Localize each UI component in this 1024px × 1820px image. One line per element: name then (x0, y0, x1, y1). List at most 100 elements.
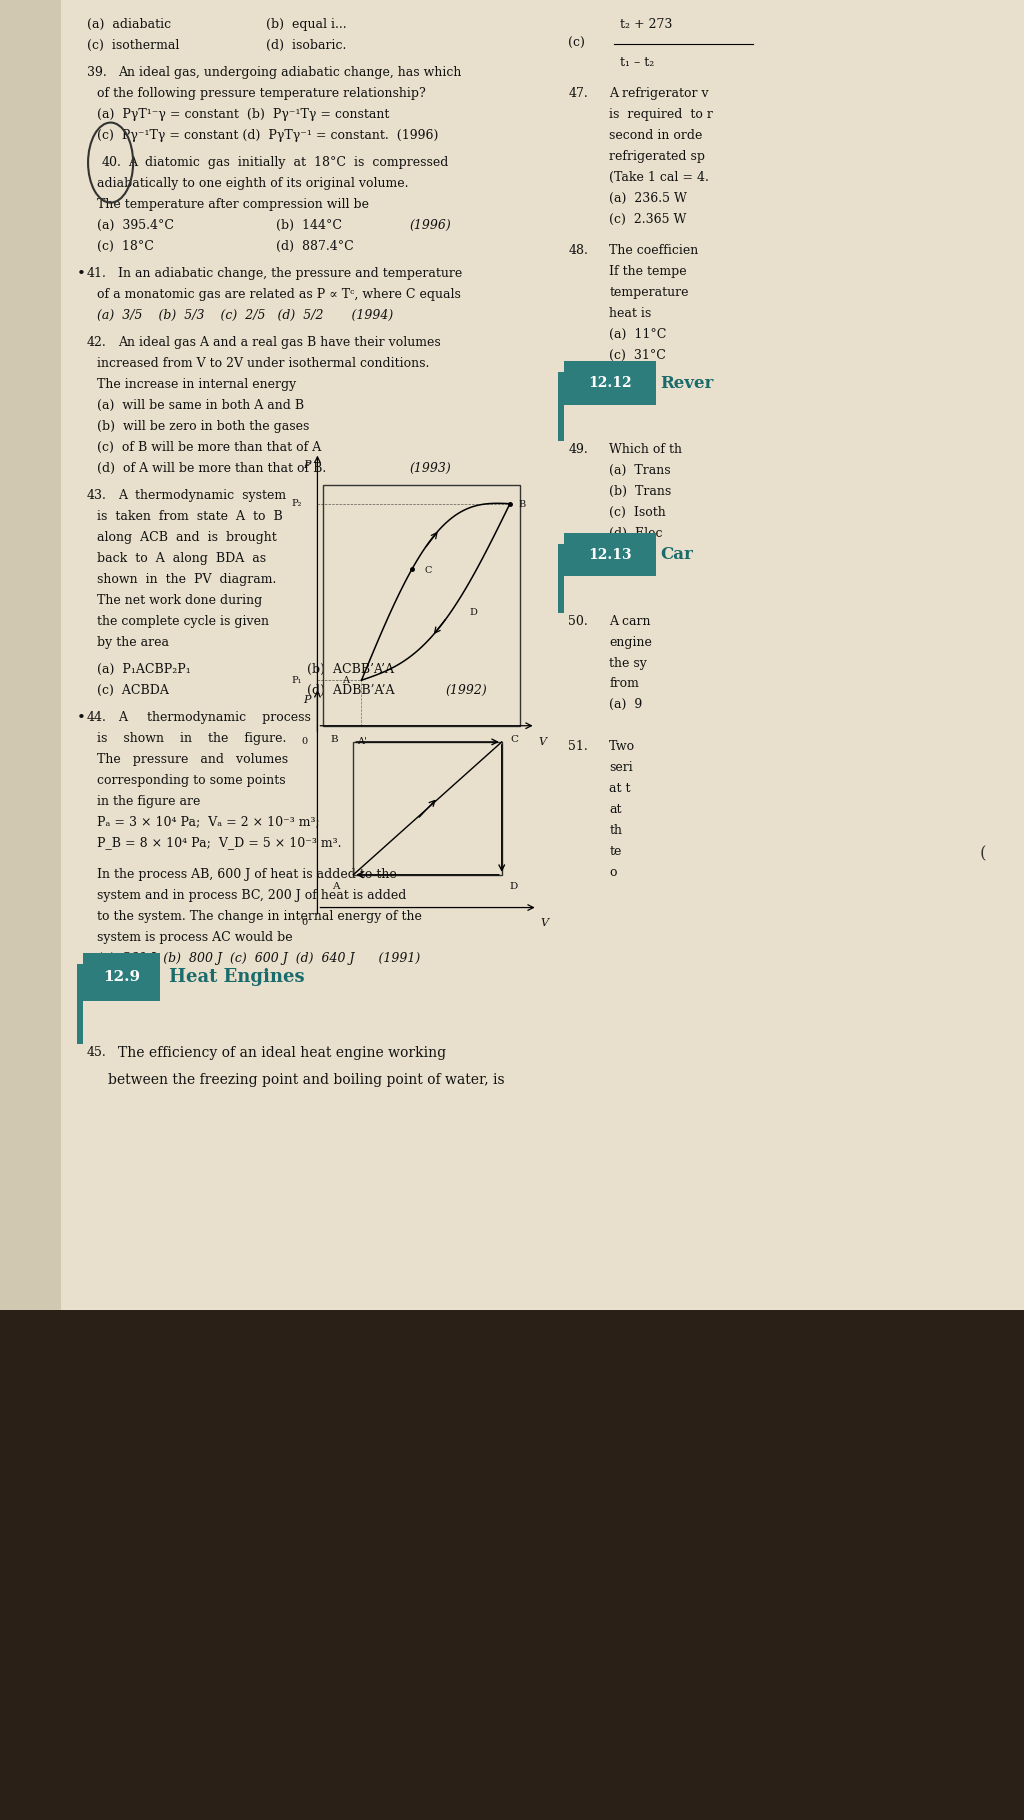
Text: (a)  will be same in both A and B: (a) will be same in both A and B (97, 399, 304, 411)
Text: Which of th: Which of th (609, 442, 682, 457)
Text: 44.: 44. (87, 712, 106, 724)
Text: An ideal gas A and a real gas B have their volumes: An ideal gas A and a real gas B have the… (118, 337, 440, 349)
Bar (564, 533, 656, 577)
Text: back  to  A  along  BDA  as: back to A along BDA as (97, 551, 266, 564)
Text: 12.9: 12.9 (102, 970, 140, 985)
Text: P: P (303, 695, 311, 704)
Text: 12.12: 12.12 (589, 377, 632, 389)
Text: D: D (470, 608, 478, 617)
Text: (a)  P₁ACBP₂P₁: (a) P₁ACBP₂P₁ (97, 662, 191, 675)
Text: t₂ + 273: t₂ + 273 (620, 18, 672, 31)
Text: (c)  of B will be more than that of A: (c) of B will be more than that of A (97, 440, 322, 453)
Text: (b)  144°C: (b) 144°C (276, 218, 342, 233)
Text: (c)  ACBDA: (c) ACBDA (97, 684, 169, 697)
Bar (323, 486, 520, 726)
Text: (d)  of A will be more than that of B.: (d) of A will be more than that of B. (97, 462, 327, 475)
Text: th: th (609, 824, 623, 837)
Bar (564, 360, 656, 404)
Text: adiabatically to one eighth of its original volume.: adiabatically to one eighth of its origi… (97, 177, 409, 191)
Bar (558, 375, 564, 440)
Text: An ideal gas, undergoing adiabatic change, has which: An ideal gas, undergoing adiabatic chang… (118, 66, 461, 80)
Text: •: • (77, 268, 86, 282)
Text: at: at (609, 803, 622, 815)
Text: 47.: 47. (568, 87, 588, 100)
Bar (83, 954, 160, 1001)
Text: (a)  Trans: (a) Trans (609, 464, 671, 477)
Text: to the system. The change in internal energy of the: to the system. The change in internal en… (97, 910, 422, 923)
Text: (a)  9: (a) 9 (609, 699, 642, 712)
Text: increased from V to 2V under isothermal conditions.: increased from V to 2V under isothermal … (97, 357, 430, 369)
Text: (1992): (1992) (445, 684, 487, 697)
Text: 51.: 51. (568, 741, 588, 753)
Text: heat is: heat is (609, 308, 651, 320)
Text: 49.: 49. (568, 442, 588, 457)
Text: (c): (c) (568, 36, 585, 49)
Text: (a)  560 J  (b)  800 J  (c)  600 J  (d)  640 J      (1991): (a) 560 J (b) 800 J (c) 600 J (d) 640 J … (97, 952, 421, 965)
Bar (353, 743, 502, 875)
Text: 50.: 50. (568, 615, 588, 628)
Text: (c)  18°C: (c) 18°C (97, 240, 155, 253)
Text: of the following pressure temperature relationship?: of the following pressure temperature re… (97, 87, 426, 100)
Bar (558, 371, 604, 382)
Text: is  required  to r: is required to r (609, 107, 713, 122)
Text: 43.: 43. (87, 490, 106, 502)
Bar (0, 1310, 1024, 1820)
Text: P: P (303, 460, 311, 470)
Bar (77, 968, 83, 1045)
Text: by the area: by the area (97, 635, 169, 648)
Text: B: B (518, 501, 525, 510)
Text: (d)  887.4°C: (d) 887.4°C (276, 240, 354, 253)
Text: In the process AB, 600 J of heat is added to the: In the process AB, 600 J of heat is adde… (97, 868, 397, 881)
Text: (d)  Elec: (d) Elec (609, 526, 663, 541)
Text: (: ( (980, 844, 986, 863)
Text: is    shown    in    the    figure.: is shown in the figure. (97, 732, 287, 744)
Text: V: V (541, 919, 549, 928)
Text: 48.: 48. (568, 244, 588, 257)
Text: •: • (77, 712, 86, 724)
Text: A carn: A carn (609, 615, 651, 628)
Text: 42.: 42. (87, 337, 106, 349)
Bar (558, 544, 604, 555)
Text: C: C (424, 566, 431, 575)
Text: 39.: 39. (87, 66, 106, 80)
Text: 0: 0 (301, 919, 307, 928)
Bar (0, 0, 1024, 1310)
Text: (c)  Pγ⁻¹Tγ = constant (d)  PγTγ⁻¹ = constant.  (1996): (c) Pγ⁻¹Tγ = constant (d) PγTγ⁻¹ = const… (97, 129, 438, 142)
Text: P₂: P₂ (292, 499, 302, 508)
Text: 12.13: 12.13 (589, 548, 632, 562)
Text: A': A' (356, 737, 367, 746)
Text: (b)  will be zero in both the gases: (b) will be zero in both the gases (97, 420, 309, 433)
Text: P₁: P₁ (292, 675, 302, 684)
Text: is  taken  from  state  A  to  B: is taken from state A to B (97, 510, 283, 522)
Text: Heat Engines: Heat Engines (169, 968, 304, 986)
Text: 40.: 40. (101, 157, 121, 169)
Text: o: o (609, 866, 616, 879)
Text: V: V (539, 737, 547, 746)
Bar (0, 0, 61, 1310)
Text: t₁ – t₂: t₁ – t₂ (620, 56, 653, 69)
Text: (a)  395.4°C: (a) 395.4°C (97, 218, 174, 233)
Bar (77, 965, 138, 976)
Text: corresponding to some points: corresponding to some points (97, 774, 286, 786)
Text: A  diatomic  gas  initially  at  18°C  is  compressed: A diatomic gas initially at 18°C is comp… (128, 157, 449, 169)
Text: Two: Two (609, 741, 636, 753)
Text: 0: 0 (301, 737, 307, 746)
Text: of a monatomic gas are related as P ∝ Tᶜ, where C equals: of a monatomic gas are related as P ∝ Tᶜ… (97, 288, 461, 300)
Text: between the freezing point and boiling point of water, is: between the freezing point and boiling p… (108, 1074, 504, 1087)
Text: (a)  236.5 W: (a) 236.5 W (609, 191, 687, 206)
Text: The temperature after compression will be: The temperature after compression will b… (97, 198, 370, 211)
Text: The increase in internal energy: The increase in internal energy (97, 379, 297, 391)
Text: The net work done during: The net work done during (97, 593, 262, 606)
Text: In an adiabatic change, the pressure and temperature: In an adiabatic change, the pressure and… (118, 268, 462, 280)
Text: (b)  equal i...: (b) equal i... (266, 18, 347, 31)
Text: second in orde: second in orde (609, 129, 702, 142)
Text: A refrigerator v: A refrigerator v (609, 87, 709, 100)
Text: A: A (333, 883, 340, 892)
Text: along  ACB  and  is  brought: along ACB and is brought (97, 531, 278, 544)
Text: (d)  ADBB’A’A: (d) ADBB’A’A (307, 684, 394, 697)
Text: the sy: the sy (609, 657, 647, 670)
Text: 45.: 45. (87, 1046, 106, 1059)
Text: from: from (609, 677, 639, 690)
Text: refrigerated sp: refrigerated sp (609, 149, 706, 164)
Text: (c)  Isoth: (c) Isoth (609, 506, 666, 519)
